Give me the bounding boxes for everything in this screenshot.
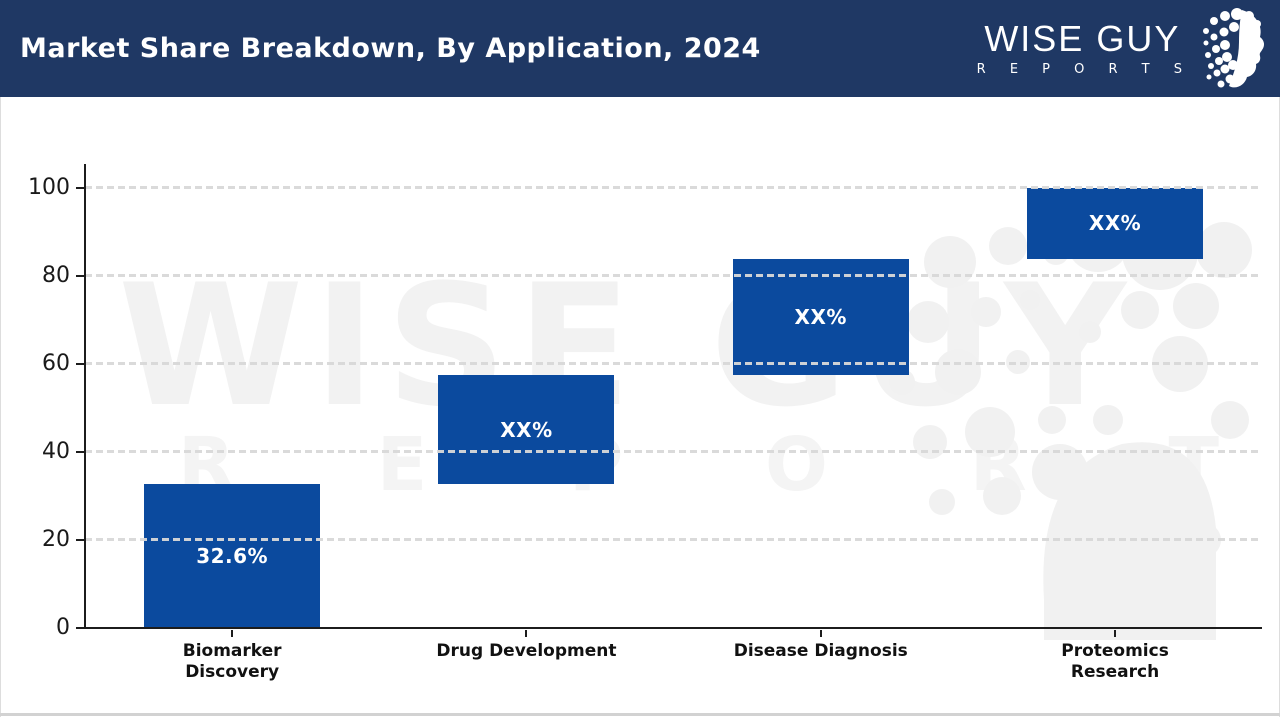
gridline-60	[85, 362, 1262, 366]
bar-value-label: XX%	[794, 304, 847, 329]
x-tick-mark	[1114, 630, 1117, 637]
logo-head-icon	[1203, 7, 1265, 87]
wiseguy-logo: WISE GUY R E P O R T S	[973, 7, 1266, 91]
bar-segment: XX%	[732, 258, 909, 376]
bar-segment: XX%	[1027, 187, 1204, 259]
x-tick-mark	[525, 630, 528, 637]
y-tick-mark	[76, 274, 84, 277]
y-tick-mark	[76, 450, 84, 453]
x-axis-category-label: Biomarker Discovery	[182, 641, 282, 683]
y-tick-label: 60	[42, 350, 70, 376]
y-tick-mark	[76, 626, 84, 629]
y-tick-mark	[76, 186, 84, 189]
x-axis-category-label: Proteomics Research	[1061, 641, 1169, 683]
card-left-border	[0, 97, 1, 717]
gridline-100	[85, 186, 1262, 190]
bar-value-label: 32.6%	[196, 543, 269, 568]
card-bottom-border	[0, 713, 1280, 716]
logo-subtitle: R E P O R T S	[976, 62, 1192, 77]
y-tick-label: 20	[42, 526, 70, 552]
logo-text: WISE GUY R E P O R T S	[973, 18, 1192, 77]
bar-segment: XX%	[438, 375, 615, 485]
y-tick-label: 40	[42, 438, 70, 464]
bar-value-label: XX%	[1088, 211, 1142, 236]
x-axis-category-label: Disease Diagnosis	[733, 641, 908, 661]
header-bar: Market Share Breakdown, By Application, …	[0, 0, 1280, 97]
gridline-80	[85, 274, 1262, 278]
logo-wordmark: WISE GUY	[984, 18, 1181, 59]
gridline-20	[85, 538, 1262, 542]
y-tick-mark	[76, 362, 84, 365]
y-tick-mark	[76, 538, 84, 541]
x-axis-category-label: Drug Development	[436, 641, 617, 661]
x-axis-line	[84, 627, 1262, 629]
bar-value-label: XX%	[500, 417, 553, 442]
gridline-40	[85, 450, 1262, 454]
bar-segment: 32.6%	[144, 484, 321, 628]
y-tick-label: 100	[28, 174, 70, 200]
y-tick-label: 80	[42, 262, 70, 288]
y-axis-line	[84, 164, 86, 629]
x-tick-mark	[819, 630, 822, 637]
page-title: Market Share Breakdown, By Application, …	[20, 33, 761, 64]
y-tick-label: 0	[56, 614, 70, 640]
x-tick-mark	[231, 630, 234, 637]
